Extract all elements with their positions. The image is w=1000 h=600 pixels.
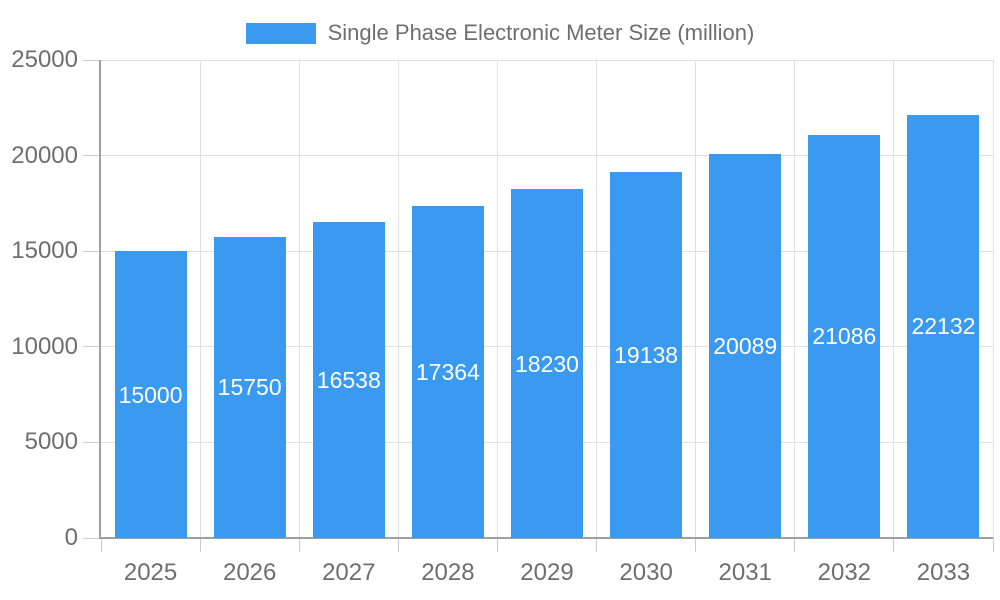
x-axis-label: 2030: [619, 559, 673, 586]
x-axis-tick: [199, 538, 201, 552]
y-axis-tick: [83, 250, 101, 252]
x-axis-tick: [992, 538, 994, 552]
x-axis-label: 2026: [222, 559, 277, 586]
y-axis-label: 20000: [11, 141, 78, 169]
x-axis-label: 2027: [322, 559, 376, 586]
gridline-vertical: [596, 60, 598, 538]
x-axis-tick: [298, 538, 300, 552]
x-axis-label: 2033: [916, 559, 971, 586]
y-axis-tick: [83, 155, 101, 157]
x-axis-tick: [100, 538, 102, 552]
bar[interactable]: [411, 206, 484, 538]
gridline-vertical: [199, 60, 201, 538]
bar[interactable]: [808, 134, 881, 538]
y-axis-line: [99, 60, 101, 538]
y-axis-tick: [83, 59, 101, 61]
gridline-vertical: [695, 60, 697, 538]
bar[interactable]: [312, 221, 385, 538]
bar[interactable]: [114, 251, 187, 538]
y-axis-tick: [83, 441, 101, 443]
y-axis-label: 0: [64, 524, 78, 551]
y-axis-label: 15000: [11, 237, 78, 265]
x-axis-label: 2025: [123, 559, 178, 586]
legend-label: Single Phase Electronic Meter Size (mill…: [327, 20, 755, 45]
gridline-vertical: [397, 60, 399, 538]
x-axis-tick: [397, 538, 399, 552]
y-axis-label: 5000: [24, 428, 78, 456]
gridline-vertical: [794, 60, 796, 538]
bar[interactable]: [610, 172, 683, 538]
gridline-horizontal: [101, 155, 993, 157]
gridline-vertical: [992, 60, 994, 538]
gridline-horizontal: [101, 59, 993, 61]
y-axis-tick: [83, 537, 101, 539]
y-axis-label: 25000: [11, 46, 78, 73]
legend[interactable]: Single Phase Electronic Meter Size (mill…: [0, 21, 1000, 45]
x-axis-label: 2029: [520, 559, 574, 586]
gridline-vertical: [298, 60, 300, 538]
x-axis-tick: [893, 538, 895, 552]
legend-swatch-icon: [245, 22, 316, 44]
x-axis-label: 2028: [421, 559, 475, 586]
y-axis-label: 10000: [11, 332, 78, 360]
x-axis-tick: [496, 538, 498, 552]
gridline-vertical: [496, 60, 498, 538]
x-axis-label: 2032: [817, 559, 872, 586]
x-axis-tick: [596, 538, 598, 552]
bar[interactable]: [709, 153, 782, 538]
bar[interactable]: [907, 114, 980, 538]
x-axis-tick: [794, 538, 796, 552]
x-axis-line: [99, 537, 993, 539]
bar[interactable]: [511, 189, 583, 538]
y-axis-tick: [83, 346, 101, 348]
x-axis-tick: [695, 538, 697, 552]
bar[interactable]: [213, 236, 286, 538]
gridline-vertical: [893, 60, 895, 538]
x-axis-label: 2031: [718, 559, 772, 586]
